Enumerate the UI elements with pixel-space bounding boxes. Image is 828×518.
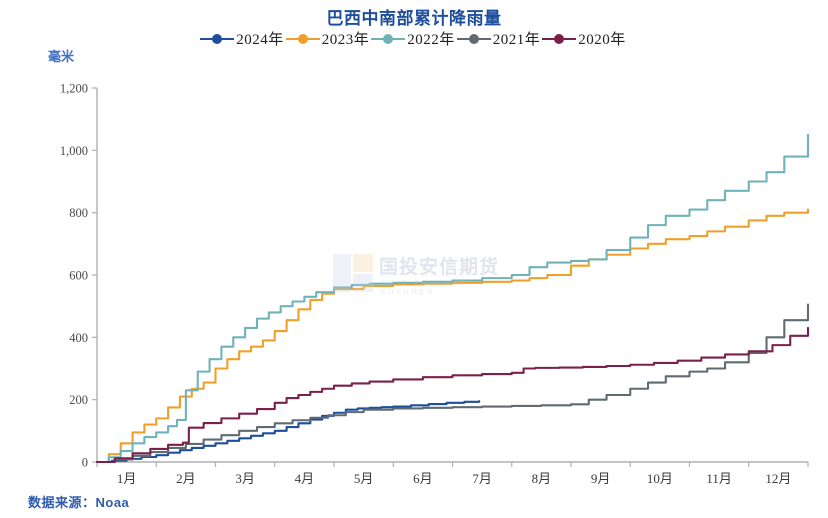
legend-item-label: 2024年 bbox=[236, 32, 284, 48]
legend-item-label: 2021年 bbox=[492, 32, 541, 48]
y-axis-title: 毫米 bbox=[48, 49, 75, 64]
y-axis-tick-label: 800 bbox=[69, 206, 88, 220]
x-axis-tick-label: 6月 bbox=[413, 471, 433, 486]
series-line-2023年[interactable] bbox=[95, 208, 810, 464]
x-axis-tick-label: 10月 bbox=[647, 471, 673, 486]
legend-marker-icon bbox=[456, 32, 491, 46]
y-axis-tick-label: 1,000 bbox=[60, 144, 88, 158]
page-title: 巴西中南部累计降雨量 bbox=[326, 9, 502, 28]
legend-item-2021年[interactable]: 2021年 bbox=[456, 28, 543, 49]
legend-marker-icon bbox=[371, 32, 406, 46]
x-axis-tick-label: 1月 bbox=[117, 471, 137, 486]
chart-legend: 2024年 2023年 2022年 2021年 2020年 bbox=[0, 28, 828, 49]
series-line-2021年[interactable] bbox=[95, 303, 810, 464]
legend-item-label: 2020年 bbox=[578, 32, 626, 48]
x-axis-tick-label: 7月 bbox=[472, 471, 492, 486]
legend-item-2023年[interactable]: 2023年 bbox=[285, 28, 372, 49]
x-axis-tick-label: 11月 bbox=[706, 471, 732, 486]
x-axis-tick-label: 5月 bbox=[354, 471, 374, 486]
legend-marker-icon bbox=[200, 32, 235, 46]
y-axis-tick-label: 400 bbox=[69, 331, 88, 345]
y-axis-tick-label: 0 bbox=[82, 456, 88, 470]
x-axis-tick-label: 3月 bbox=[235, 471, 255, 486]
y-axis-tick-label: 1,200 bbox=[60, 82, 88, 96]
legend-item-2020年[interactable]: 2020年 bbox=[542, 28, 628, 49]
x-axis-tick-label: 9月 bbox=[591, 471, 611, 486]
y-axis-tick-label: 600 bbox=[69, 269, 88, 283]
legend-item-2024年[interactable]: 2024年 bbox=[200, 28, 286, 49]
series-line-2024年[interactable] bbox=[95, 400, 481, 464]
legend-item-label: 2022年 bbox=[407, 32, 455, 48]
series-line-2020年[interactable] bbox=[95, 326, 810, 464]
legend-marker-icon bbox=[542, 32, 577, 46]
series-line-2022年[interactable] bbox=[95, 133, 810, 464]
legend-item-label: 2023年 bbox=[321, 32, 370, 48]
legend-item-2022年[interactable]: 2022年 bbox=[371, 28, 457, 49]
x-axis-tick-label: 8月 bbox=[532, 471, 552, 486]
x-axis-tick-label: 12月 bbox=[765, 471, 791, 486]
x-axis-tick-label: 4月 bbox=[295, 471, 315, 486]
y-axis-tick-label: 200 bbox=[69, 393, 88, 407]
source-note: 数据来源：Noaa bbox=[28, 495, 130, 510]
legend-marker-icon bbox=[285, 32, 320, 46]
x-axis-tick-label: 2月 bbox=[176, 471, 196, 486]
